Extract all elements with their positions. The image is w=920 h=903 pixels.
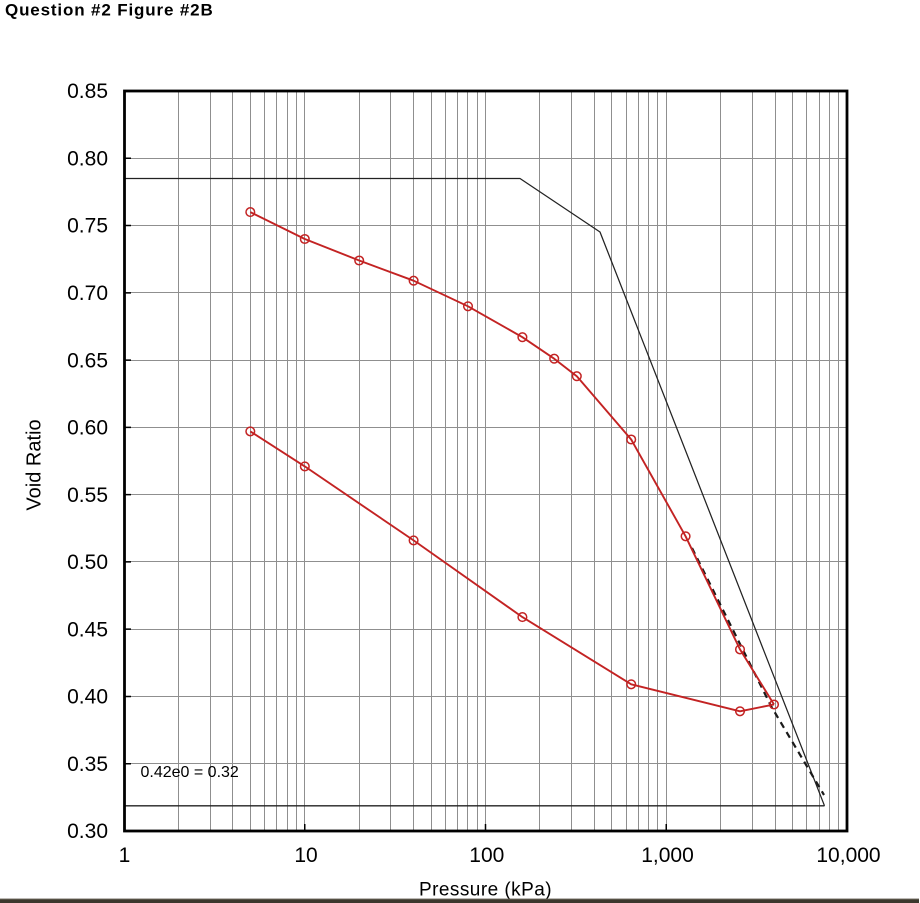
svg-text:0.80: 0.80 (67, 148, 108, 171)
svg-text:0.65: 0.65 (67, 349, 108, 372)
svg-text:Void Ratio: Void Ratio (24, 419, 46, 510)
svg-text:0.85: 0.85 (67, 80, 108, 103)
svg-text:0.35: 0.35 (67, 753, 108, 776)
svg-text:100: 100 (469, 844, 504, 867)
svg-text:0.50: 0.50 (67, 551, 108, 574)
svg-text:0.60: 0.60 (67, 417, 108, 440)
svg-text:0.75: 0.75 (67, 215, 108, 238)
svg-text:1,000: 1,000 (641, 844, 694, 867)
svg-text:Pressure (kPa): Pressure (kPa) (419, 880, 552, 901)
svg-text:10: 10 (294, 844, 317, 867)
svg-text:10,000: 10,000 (816, 844, 880, 867)
svg-text:0.45: 0.45 (67, 618, 108, 641)
svg-text:1: 1 (119, 844, 131, 867)
svg-text:Question #2 Figure #2B: Question #2 Figure #2B (5, 1, 214, 20)
svg-text:0.30: 0.30 (67, 820, 108, 843)
svg-text:0.55: 0.55 (67, 484, 108, 507)
svg-text:0.42e0 = 0.32: 0.42e0 = 0.32 (141, 764, 239, 781)
svg-text:0.70: 0.70 (67, 282, 108, 305)
svg-text:0.40: 0.40 (67, 686, 108, 709)
